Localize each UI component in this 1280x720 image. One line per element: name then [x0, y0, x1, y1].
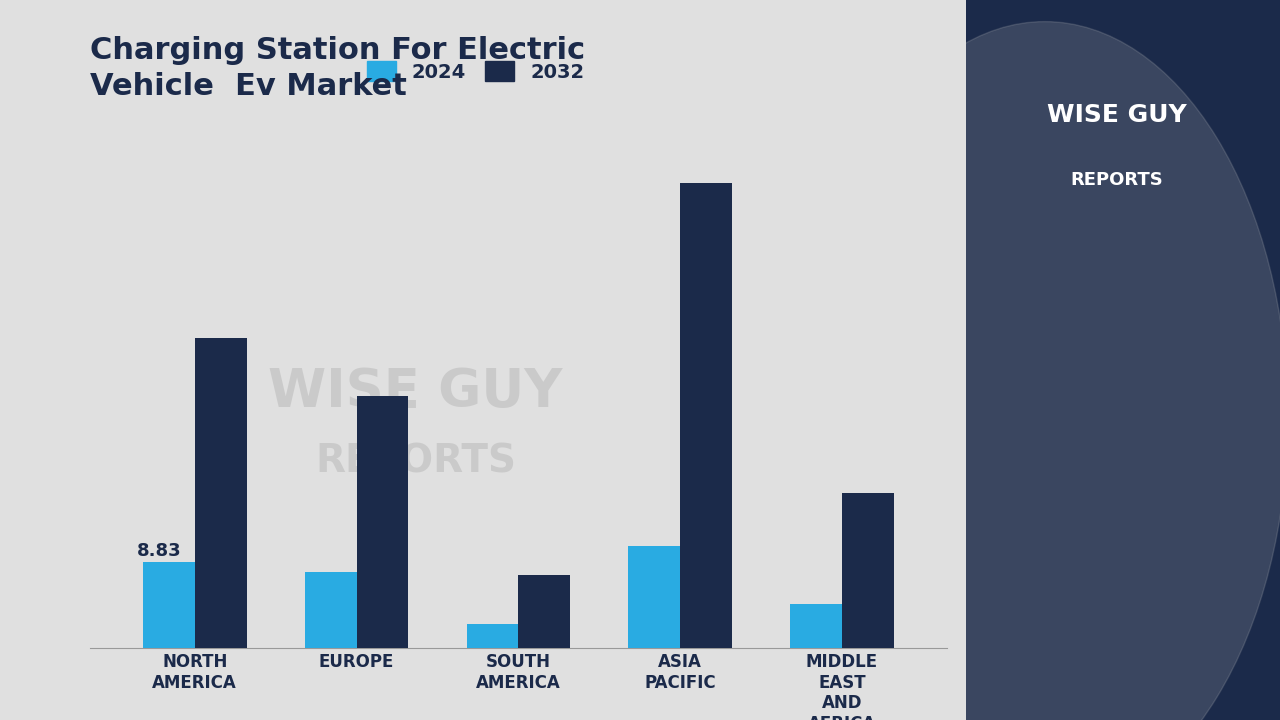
Bar	[842, 493, 893, 648]
Bar	[790, 604, 842, 648]
Bar	[357, 396, 408, 648]
Ellipse shape	[801, 22, 1280, 720]
Text: Charging Station For Electric
Vehicle  Ev Market: Charging Station For Electric Vehicle Ev…	[90, 36, 585, 101]
Bar	[195, 338, 247, 648]
Bar	[305, 572, 357, 648]
Text: REPORTS: REPORTS	[1070, 171, 1164, 189]
Bar	[628, 546, 680, 648]
Bar	[680, 183, 732, 648]
Text: 8.83: 8.83	[137, 541, 182, 559]
Bar	[467, 624, 518, 648]
Legend: 2024, 2032: 2024, 2032	[367, 61, 584, 81]
Text: REPORTS: REPORTS	[315, 443, 516, 480]
Text: WISE GUY: WISE GUY	[269, 366, 563, 418]
Bar	[143, 562, 195, 648]
Bar	[518, 575, 570, 648]
Text: WISE GUY: WISE GUY	[1047, 103, 1187, 127]
